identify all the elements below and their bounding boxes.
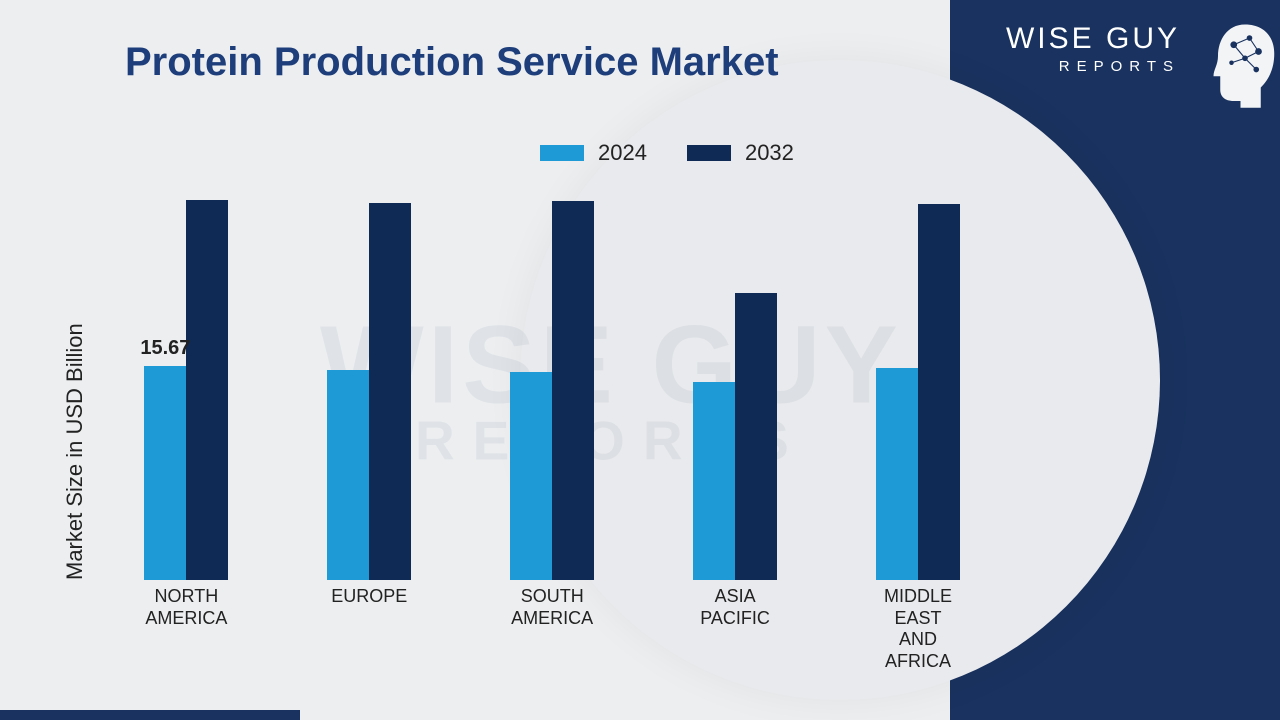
legend: 2024 2032 — [540, 140, 794, 166]
bar — [186, 200, 228, 580]
bar — [369, 203, 411, 580]
category-label: SOUTH AMERICA — [482, 586, 622, 629]
chart-title: Protein Production Service Market — [125, 40, 779, 85]
bar-group: MIDDLE EAST AND AFRICA — [876, 170, 960, 580]
bar — [735, 293, 777, 580]
bar — [144, 366, 186, 580]
brand-line1: WISE GUY — [1006, 22, 1180, 55]
legend-label: 2032 — [745, 140, 794, 166]
y-axis-label: Market Size in USD Billion — [62, 323, 88, 580]
bar — [327, 370, 369, 580]
bar — [510, 372, 552, 580]
category-label: EUROPE — [299, 586, 439, 608]
bar — [876, 368, 918, 580]
bar-group: NORTH AMERICA — [144, 170, 228, 580]
bar-group: ASIA PACIFIC — [693, 170, 777, 580]
legend-label: 2024 — [598, 140, 647, 166]
footer-accent-bar — [0, 710, 300, 720]
category-label: NORTH AMERICA — [116, 586, 256, 629]
value-label: 15.67 — [140, 337, 190, 360]
chart-plot-area: NORTH AMERICA EUROPE SOUTH AMERICA ASIA PAC… — [110, 170, 960, 580]
bar-group: EUROPE — [327, 170, 411, 580]
bar — [552, 201, 594, 580]
legend-swatch — [687, 145, 731, 161]
bar — [918, 204, 960, 580]
legend-item: 2032 — [687, 140, 794, 166]
category-label: MIDDLE EAST AND AFRICA — [848, 586, 988, 672]
bar-group: SOUTH AMERICA — [510, 170, 594, 580]
bar — [693, 382, 735, 580]
brand-line2: REPORTS — [1006, 59, 1180, 76]
legend-item: 2024 — [540, 140, 647, 166]
category-label: ASIA PACIFIC — [665, 586, 805, 629]
brand-head-icon — [1210, 20, 1280, 110]
legend-swatch — [540, 145, 584, 161]
brand-logo: WISE GUY REPORTS — [1006, 22, 1180, 76]
